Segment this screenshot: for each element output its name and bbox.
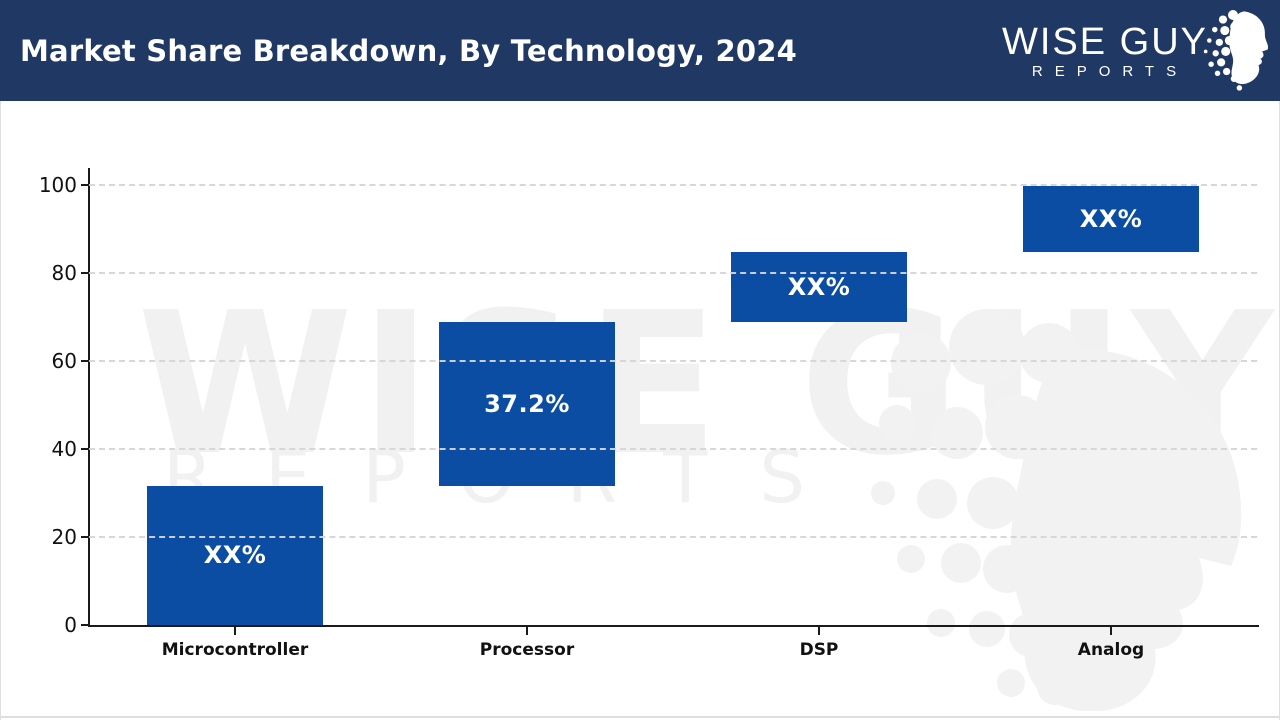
bar-processor: 37.2%: [439, 322, 615, 486]
wiseguy-face-icon: [1203, 9, 1269, 91]
gridline: [89, 184, 1257, 186]
logo-wordmark: WISE GUY: [1001, 20, 1208, 63]
gridline: [89, 272, 1257, 274]
gridline: [89, 360, 1257, 362]
x-axis-category-label: Processor: [479, 640, 575, 660]
x-axis-tick: [818, 627, 820, 635]
bar-value-label: 37.2%: [484, 390, 570, 419]
y-axis-tick: [81, 536, 89, 538]
bar-value-label: XX%: [1079, 204, 1143, 233]
logo-text: WISE GUY REPORTS: [1002, 23, 1208, 79]
gridline: [89, 448, 1257, 450]
x-axis-category-label: DSP: [799, 640, 839, 660]
x-axis-tick: [526, 627, 528, 635]
bar-analog: XX%: [1023, 185, 1199, 252]
y-axis-line: [88, 168, 90, 627]
y-axis-tick-label: 100: [38, 173, 77, 197]
watermark-face-icon: [871, 309, 1242, 711]
x-axis-tick: [234, 627, 236, 635]
wiseguy-logo: WISE GUY REPORTS: [1002, 0, 1274, 101]
y-axis-tick: [81, 448, 89, 450]
y-axis-tick-label: 60: [51, 349, 77, 373]
header-bar: Market Share Breakdown, By Technology, 2…: [0, 0, 1280, 101]
bar-dsp: XX%: [731, 251, 907, 323]
x-axis-category-label: Analog: [1077, 640, 1145, 660]
bar-value-label: XX%: [787, 273, 851, 302]
chart-panel: WISE GUY REPORTS 020406080100XX%Microcon…: [0, 101, 1280, 720]
y-axis-tick-label: 0: [64, 613, 77, 637]
y-axis-tick: [81, 624, 89, 626]
logo-subtitle: REPORTS: [1031, 62, 1189, 80]
y-axis-tick-label: 20: [51, 525, 77, 549]
y-axis-tick: [81, 184, 89, 186]
y-axis-tick: [81, 272, 89, 274]
x-axis-tick: [1110, 627, 1112, 635]
y-axis-tick-label: 80: [51, 261, 77, 285]
panel-bottom-rule: [1, 716, 1280, 718]
x-axis-category-label: Microcontroller: [161, 640, 309, 660]
bar-microcontroller: XX%: [147, 485, 323, 625]
gridline: [89, 536, 1257, 538]
y-axis-tick: [81, 360, 89, 362]
x-axis-line: [88, 625, 1259, 627]
bar-value-label: XX%: [203, 541, 267, 570]
y-axis-tick-label: 40: [51, 437, 77, 461]
page-title: Market Share Breakdown, By Technology, 2…: [20, 34, 798, 68]
